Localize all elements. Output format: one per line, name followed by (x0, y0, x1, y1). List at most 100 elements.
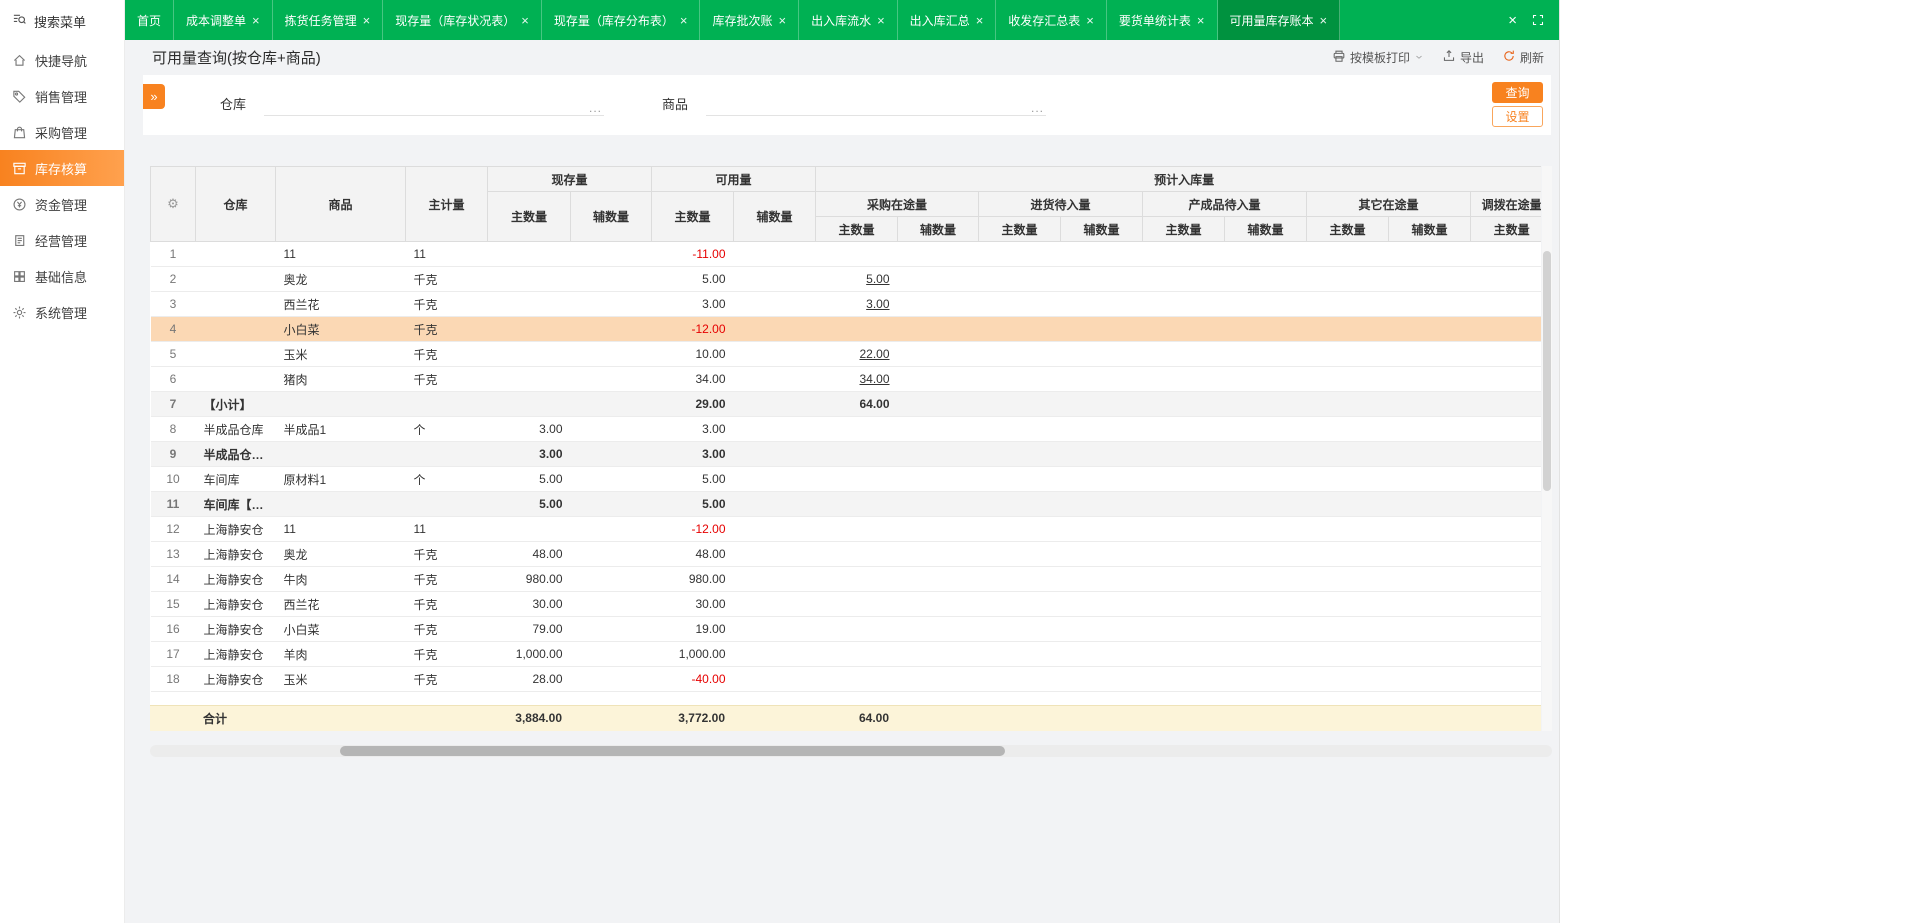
cell-purchase_aux (897, 666, 979, 692)
sidebar-item-quick-nav[interactable]: 快捷导航 (0, 42, 124, 78)
col-header-other-aux[interactable]: 辅数量 (1388, 216, 1472, 242)
col-header-stock-aux[interactable]: 辅数量 (569, 191, 653, 242)
tab-close-icon[interactable]: × (679, 12, 688, 28)
warehouse-picker-icon[interactable]: ... (589, 101, 603, 115)
col-header-incoming-aux[interactable]: 辅数量 (1060, 216, 1144, 242)
table-row[interactable]: 5 玉米 千克 10.00 22.00 (150, 341, 1541, 367)
col-header-incoming-main[interactable]: 主数量 (978, 216, 1062, 242)
col-header-purchase-aux[interactable]: 辅数量 (897, 216, 980, 242)
cell-finished_aux (1224, 266, 1307, 292)
table-row[interactable]: 6 猪肉 千克 34.00 34.00 (150, 366, 1541, 392)
table-row[interactable]: 1 11 11 -11.00 (150, 241, 1541, 267)
col-header-transfer-main[interactable]: 主数量 (1470, 216, 1541, 242)
col-header-finished-aux[interactable]: 辅数量 (1224, 216, 1308, 242)
cell-purchase_aux (897, 491, 979, 517)
tab-close-icon[interactable]: × (778, 12, 787, 28)
tab-现存量（库存分布表）[interactable]: 现存量（库存分布表） × (542, 0, 701, 40)
tab-close-icon[interactable]: × (1319, 12, 1328, 28)
tab-label: 现存量（库存状况表） (395, 13, 516, 28)
col-header-available-main[interactable]: 主数量 (651, 191, 735, 242)
vertical-scrollbar[interactable] (1542, 166, 1552, 731)
tab-close-icon[interactable]: × (362, 12, 371, 28)
tab-库存批次账[interactable]: 库存批次账 × (700, 0, 800, 40)
sidebar-item-sales[interactable]: 销售管理 (0, 78, 124, 114)
gear-icon[interactable]: ⚙ (167, 196, 179, 211)
tab-close-icon[interactable]: × (877, 12, 885, 28)
tab-首页[interactable]: 首页 (125, 0, 175, 40)
sidebar-item-inventory[interactable]: 库存核算 (0, 150, 124, 186)
print-by-template-button[interactable]: 按模板打印 (1332, 49, 1424, 66)
cell-transfer_main (1470, 491, 1541, 517)
table-row[interactable]: 12 上海静安仓 11 11 -12.00 (150, 516, 1541, 542)
table-row[interactable]: 2 奥龙 千克 5.00 5.00 (150, 266, 1541, 292)
cell-other_main (1306, 266, 1389, 292)
column-settings-header[interactable]: ⚙ (150, 166, 196, 242)
col-header-finished-main[interactable]: 主数量 (1142, 216, 1226, 242)
table-row[interactable]: 14 上海静安仓 牛肉 千克 980.00 980.00 (150, 566, 1541, 592)
col-header-unit[interactable]: 主计量 (405, 166, 488, 242)
app-window: 搜索菜单 快捷导航 销售管理 采购管理 库存核算 资金管理 经营管理 基础信息 系统管理 首页… (0, 0, 1560, 923)
table-row[interactable]: 8 半成品仓库 半成品1 个 3.00 3.00 (150, 416, 1541, 442)
col-header-stock-main[interactable]: 主数量 (487, 191, 571, 242)
tab-close-icon[interactable]: × (1196, 12, 1205, 28)
cell-finished_main (1142, 666, 1225, 692)
product-input[interactable]: ... (706, 94, 1047, 116)
col-header-purchase-main[interactable]: 主数量 (815, 216, 899, 242)
fullscreen-icon[interactable] (1532, 14, 1544, 26)
refresh-button[interactable]: 刷新 (1502, 49, 1544, 66)
col-header-warehouse[interactable]: 仓库 (195, 166, 276, 242)
purchase-qty-link[interactable]: 3.00 (866, 297, 890, 311)
cell-finished_aux (1224, 616, 1307, 642)
cell-purchase_main (815, 566, 898, 592)
chevron-down-icon[interactable] (1414, 51, 1424, 65)
tab-出入库流水[interactable]: 出入库流水 × (799, 0, 898, 40)
tab-要货单统计表[interactable]: 要货单统计表 × (1107, 0, 1218, 40)
cell-finished_main (1142, 391, 1225, 417)
tab-成本调整单[interactable]: 成本调整单 × (174, 0, 273, 40)
table-row[interactable]: 15 上海静安仓 西兰花 千克 30.00 30.00 (150, 591, 1541, 617)
collapse-filter-button[interactable]: » (143, 84, 165, 109)
cell-stock_aux (570, 466, 652, 492)
product-picker-icon[interactable]: ... (1031, 101, 1045, 115)
tab-close-icon[interactable]: × (1086, 12, 1094, 28)
sidebar-item-funds[interactable]: 资金管理 (0, 186, 124, 222)
tab-出入库汇总[interactable]: 出入库汇总 × (898, 0, 997, 40)
sidebar-item-system[interactable]: 系统管理 (0, 294, 124, 330)
table-row[interactable]: 7 【小计】 29.00 64.00 (150, 391, 1541, 417)
table-row[interactable]: 4 小白菜 千克 -12.00 (150, 316, 1541, 342)
sidebar-search[interactable]: 搜索菜单 (0, 0, 124, 42)
purchase-qty-link[interactable]: 34.00 (859, 372, 890, 386)
col-header-other-main[interactable]: 主数量 (1306, 216, 1390, 242)
table-row[interactable]: 18 上海静安仓 玉米 千克 28.00 -40.00 (150, 666, 1541, 692)
tab-close-icon[interactable]: × (975, 12, 984, 28)
close-all-icon[interactable]: × (1508, 11, 1517, 29)
tab-现存量（库存状况表）[interactable]: 现存量（库存状况表） × (383, 0, 542, 40)
tab-可用量库存账本[interactable]: 可用量库存账本 × (1217, 0, 1341, 40)
col-header-available-aux[interactable]: 辅数量 (733, 191, 817, 242)
table-row[interactable]: 17 上海静安仓 羊肉 千克 1,000.00 1,000.00 (150, 641, 1541, 667)
table-row[interactable]: 16 上海静安仓 小白菜 千克 79.00 19.00 (150, 616, 1541, 642)
settings-button[interactable]: 设置 (1492, 106, 1543, 127)
horizontal-scrollbar[interactable] (150, 745, 1552, 757)
horizontal-scrollbar-thumb[interactable] (340, 746, 1005, 756)
table-row[interactable]: 10 车间库 原材料1 个 5.00 5.00 (150, 466, 1541, 492)
sidebar-item-operations[interactable]: 经营管理 (0, 222, 124, 258)
export-button[interactable]: 导出 (1442, 49, 1484, 66)
query-button[interactable]: 查询 (1492, 82, 1543, 103)
warehouse-input[interactable]: ... (264, 94, 605, 116)
purchase-qty-link[interactable]: 22.00 (859, 347, 890, 361)
table-row[interactable]: 13 上海静安仓 奥龙 千克 48.00 48.00 (150, 541, 1541, 567)
purchase-qty-link[interactable]: 5.00 (866, 272, 890, 286)
tab-close-icon[interactable]: × (252, 12, 260, 28)
sidebar-item-purchase[interactable]: 采购管理 (0, 114, 124, 150)
col-header-product[interactable]: 商品 (275, 166, 406, 242)
sidebar-item-base-info[interactable]: 基础信息 (0, 258, 124, 294)
system-icon (12, 305, 27, 320)
table-row[interactable]: 3 西兰花 千克 3.00 3.00 (150, 291, 1541, 317)
tab-close-icon[interactable]: × (521, 12, 529, 28)
vertical-scrollbar-thumb[interactable] (1543, 251, 1551, 491)
tab-收发存汇总表[interactable]: 收发存汇总表 × (996, 0, 1107, 40)
tab-拣货任务管理[interactable]: 拣货任务管理 × (273, 0, 384, 40)
